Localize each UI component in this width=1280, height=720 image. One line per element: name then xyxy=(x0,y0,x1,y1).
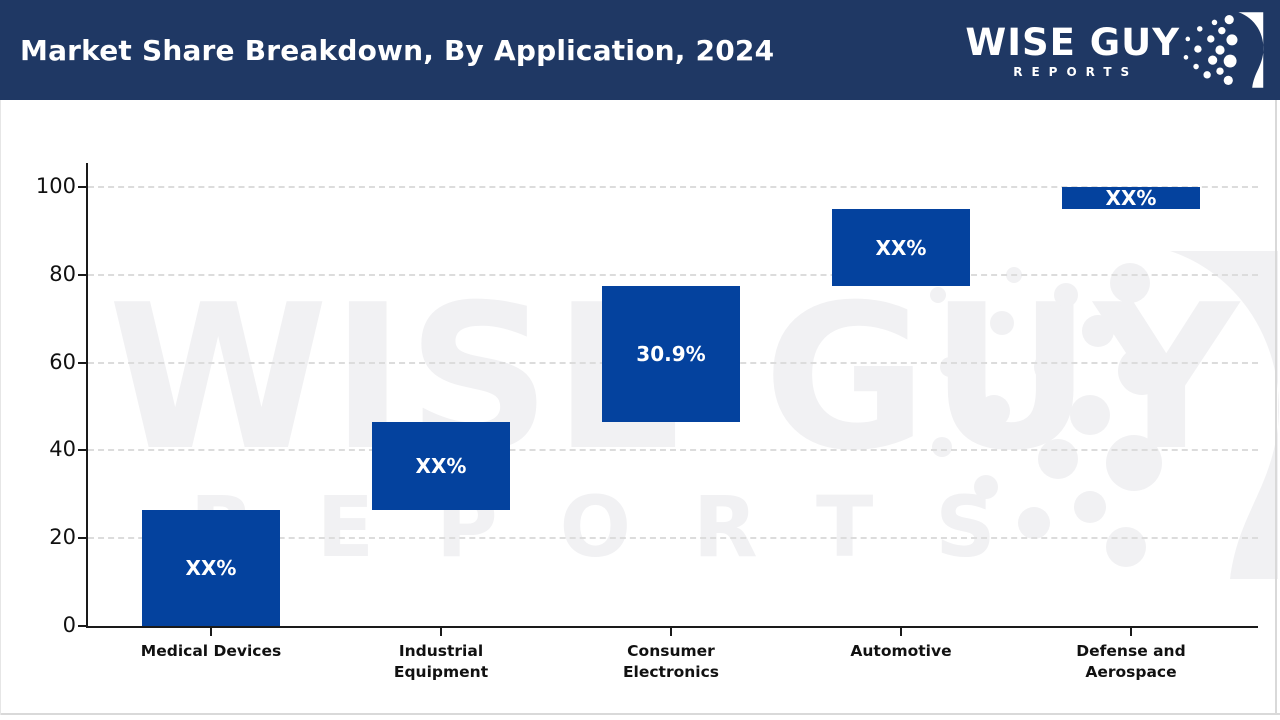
bar-value-label: XX% xyxy=(875,235,927,260)
bar-segment: XX% xyxy=(1062,185,1200,210)
bar-value-label: XX% xyxy=(1105,185,1157,210)
bar-segment: XX% xyxy=(372,421,510,510)
x-tick xyxy=(900,628,902,636)
x-tick xyxy=(1130,628,1132,636)
wise-guy-logo: WISE GUY REPORTS xyxy=(965,6,1266,94)
x-axis xyxy=(86,626,1258,628)
card-border-left xyxy=(0,100,1,715)
x-axis-label: Medical Devices xyxy=(140,642,282,660)
bar-value-label: 30.9% xyxy=(636,342,706,367)
logo-text: WISE GUY REPORTS xyxy=(965,21,1180,79)
y-tick-label: 80 xyxy=(49,261,76,286)
y-tick-100 xyxy=(78,186,87,188)
y-tick-label: 100 xyxy=(35,174,76,198)
bar-segment: 30.9% xyxy=(602,286,740,422)
card-border-right xyxy=(1275,100,1277,715)
bar-value-label: XX% xyxy=(185,555,237,580)
y-tick-label: 40 xyxy=(49,437,76,462)
x-axis-label: Automotive xyxy=(850,642,952,660)
y-axis xyxy=(86,163,88,628)
y-tick-40 xyxy=(78,449,87,452)
y-tick-label: 60 xyxy=(49,349,76,374)
y-tick-label: 0 xyxy=(62,613,76,637)
page-title: Market Share Breakdown, By Application, … xyxy=(20,33,775,67)
y-tick-80 xyxy=(78,273,87,276)
y-tick-label: 20 xyxy=(49,525,76,550)
x-tick xyxy=(440,628,442,636)
bar-segment: XX% xyxy=(832,208,970,287)
card-border-bottom xyxy=(0,713,1280,715)
bar-value-label: XX% xyxy=(415,453,467,478)
x-tick xyxy=(210,628,212,636)
watermark-subtext: REPORTS xyxy=(190,478,1058,576)
gridline-40 xyxy=(88,449,1258,452)
bar-segment: XX% xyxy=(142,509,280,626)
watermark-face-icon xyxy=(930,251,1279,579)
logo-wordmark: WISE GUY xyxy=(965,21,1180,64)
gridline-100 xyxy=(88,186,1258,188)
x-tick xyxy=(670,628,672,636)
gridline-80 xyxy=(88,273,1258,276)
x-axis-label: Consumer Electronics xyxy=(622,642,720,681)
x-axis-label: Industrial Equipment xyxy=(393,642,489,681)
logo-face-icon xyxy=(1183,12,1264,88)
logo-subtext: REPORTS xyxy=(1013,65,1139,79)
y-tick-20 xyxy=(78,537,87,540)
gridline-20 xyxy=(88,537,1258,540)
y-tick-60 xyxy=(78,361,87,364)
x-axis-label: Defense and Aerospace xyxy=(1076,642,1186,681)
header: Market Share Breakdown, By Application, … xyxy=(0,0,1280,100)
y-tick-0 xyxy=(78,625,87,627)
